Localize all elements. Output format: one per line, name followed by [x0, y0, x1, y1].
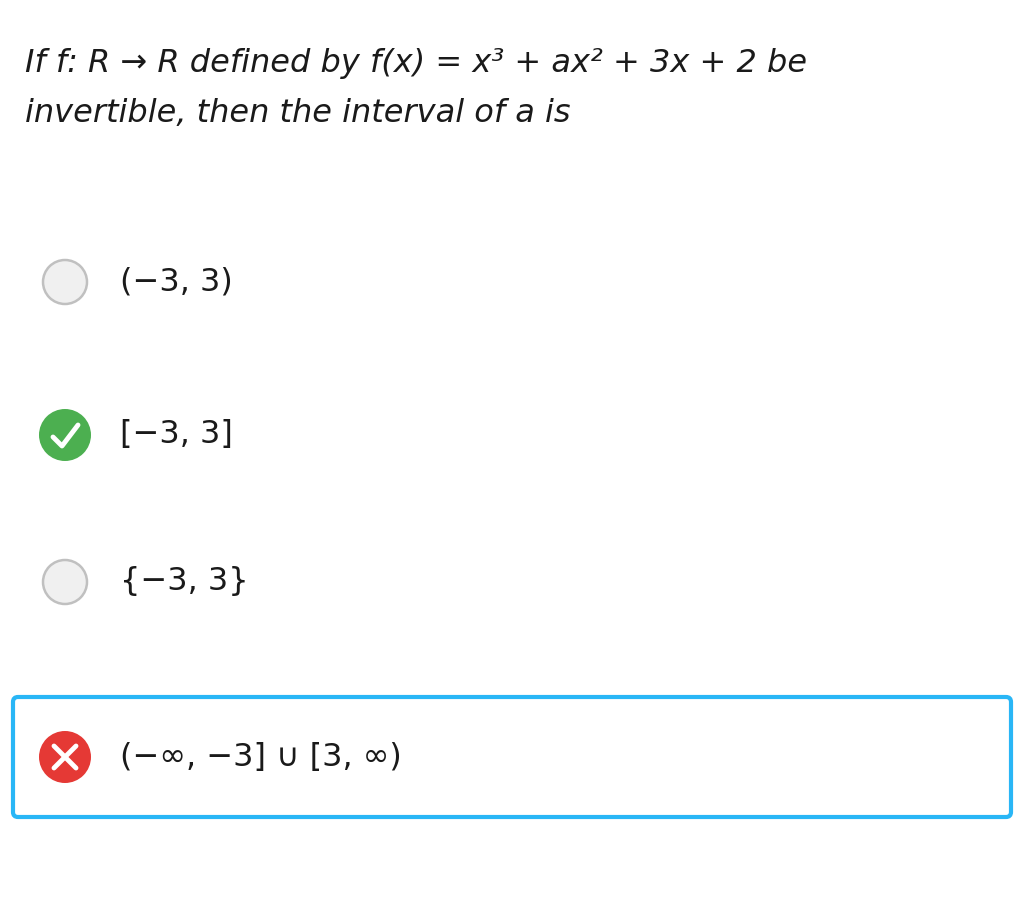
Text: If f: R → R defined by f(x) = x³ + ax² + 3x + 2 be: If f: R → R defined by f(x) = x³ + ax² +… — [25, 49, 807, 79]
Text: invertible, then the interval of a is: invertible, then the interval of a is — [25, 99, 570, 129]
Text: (−3, 3): (−3, 3) — [120, 266, 232, 298]
Circle shape — [43, 260, 87, 304]
Circle shape — [43, 560, 87, 604]
Text: {−3, 3}: {−3, 3} — [120, 566, 249, 597]
Text: (−∞, −3] ∪ [3, ∞): (−∞, −3] ∪ [3, ∞) — [120, 741, 401, 773]
Text: [−3, 3]: [−3, 3] — [120, 420, 232, 451]
Circle shape — [39, 731, 91, 783]
FancyBboxPatch shape — [13, 697, 1011, 817]
Circle shape — [39, 409, 91, 461]
